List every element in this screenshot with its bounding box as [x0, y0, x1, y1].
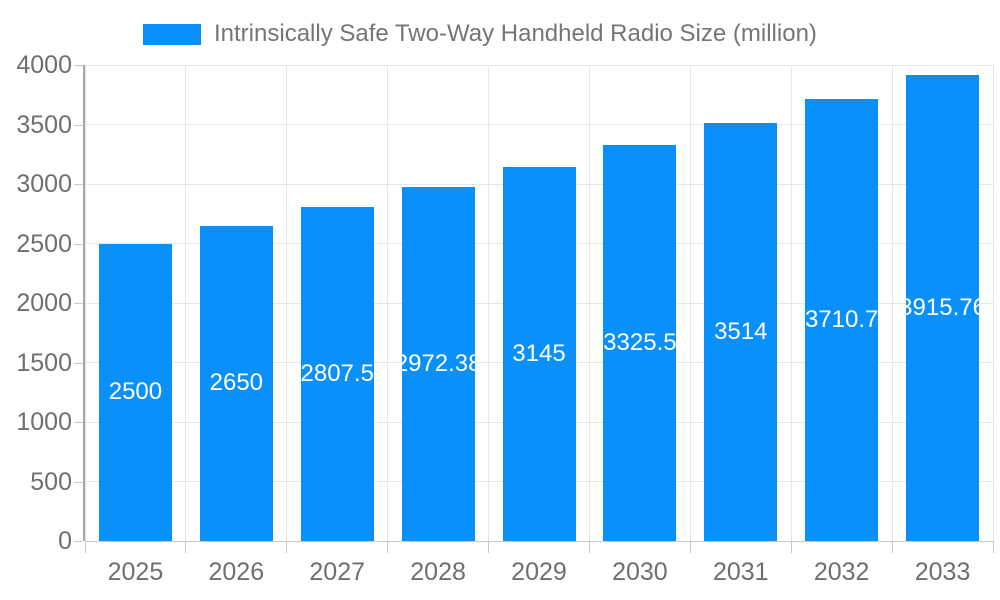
- bar[interactable]: 2807.5: [300, 206, 374, 541]
- x-axis-tick: [387, 541, 389, 553]
- x-axis-tick: [286, 541, 288, 553]
- x-tick-label: 2030: [612, 558, 668, 586]
- v-gridline: [992, 65, 994, 541]
- y-tick-label: 3000: [16, 170, 72, 198]
- legend-swatch: [143, 23, 201, 45]
- v-gridline: [689, 65, 691, 541]
- h-gridline: [85, 124, 993, 125]
- bar[interactable]: 2972.38: [401, 187, 475, 541]
- v-gridline: [286, 65, 288, 541]
- y-axis-tick: [74, 124, 83, 126]
- x-axis-tick: [689, 541, 691, 553]
- y-tick-label: 1500: [16, 348, 72, 377]
- x-axis-tick: [891, 541, 893, 553]
- y-axis-tick: [74, 243, 83, 245]
- v-gridline: [488, 65, 490, 541]
- y-tick-label: 3500: [16, 110, 72, 139]
- v-gridline: [891, 65, 893, 541]
- bar-value-label: 2500: [108, 378, 163, 406]
- chart-legend: Intrinsically Safe Two-Way Handheld Radi…: [143, 20, 817, 48]
- y-tick-label: 500: [30, 467, 72, 496]
- x-axis-tick: [790, 541, 792, 553]
- bar[interactable]: 3710.7: [805, 99, 879, 541]
- x-tick-label: 2025: [107, 558, 164, 586]
- bar-value-label: 3145: [512, 339, 566, 367]
- x-axis-tick: [992, 541, 994, 553]
- v-gridline: [84, 65, 86, 541]
- y-tick-label: 2000: [16, 289, 72, 317]
- y-axis-tick: [74, 65, 83, 66]
- legend-label: Intrinsically Safe Two-Way Handheld Radi…: [214, 20, 817, 47]
- v-gridline: [387, 65, 389, 541]
- bar[interactable]: 2650: [199, 225, 273, 541]
- y-axis-tick: [74, 422, 83, 423]
- y-axis-tick: [74, 362, 83, 364]
- y-axis-tick: [74, 184, 83, 185]
- x-axis-tick: [84, 541, 86, 553]
- bar[interactable]: 3145: [502, 166, 576, 541]
- x-tick-label: 2031: [712, 558, 769, 586]
- bar-value-label: 3915.76: [906, 294, 979, 322]
- bar-value-label: 3325.5: [603, 329, 677, 357]
- bar[interactable]: 2500: [98, 243, 172, 541]
- y-axis-tick: [74, 303, 83, 304]
- y-tick-label: 2500: [16, 229, 72, 258]
- y-axis-tick: [74, 481, 83, 483]
- bar[interactable]: 3915.76: [906, 75, 980, 541]
- x-axis-tick: [488, 541, 490, 553]
- x-tick-label: 2028: [410, 558, 466, 586]
- h-gridline: [85, 540, 993, 542]
- h-gridline: [85, 64, 993, 66]
- y-tick-label: 1000: [16, 408, 72, 436]
- x-axis-tick: [185, 541, 187, 553]
- v-gridline: [790, 65, 792, 541]
- bar-value-label: 3710.7: [805, 306, 879, 334]
- v-gridline: [185, 65, 187, 541]
- y-tick-label: 4000: [16, 51, 72, 79]
- bar-value-label: 3514: [714, 317, 768, 345]
- v-gridline: [588, 65, 590, 541]
- x-tick-label: 2026: [208, 558, 265, 586]
- plot-area: 2500 2650 2807.5 2972.38 3145 3325.5 3514 3710.…: [84, 64, 994, 542]
- bar-value-label: 2972.38: [402, 350, 475, 378]
- x-tick-label: 2029: [511, 558, 567, 586]
- bar[interactable]: 3325.5: [603, 145, 677, 541]
- bar[interactable]: 3514: [704, 122, 778, 541]
- y-axis-tick: [74, 541, 83, 542]
- x-tick-label: 2032: [813, 558, 870, 586]
- x-tick-label: 2027: [309, 558, 366, 586]
- bar-value-label: 2807.5: [300, 359, 374, 387]
- y-tick-label: 0: [58, 527, 72, 555]
- x-axis-tick: [588, 541, 590, 553]
- x-tick-label: 2033: [914, 558, 971, 586]
- y-axis-line: [83, 65, 85, 541]
- bar-value-label: 2650: [209, 369, 264, 397]
